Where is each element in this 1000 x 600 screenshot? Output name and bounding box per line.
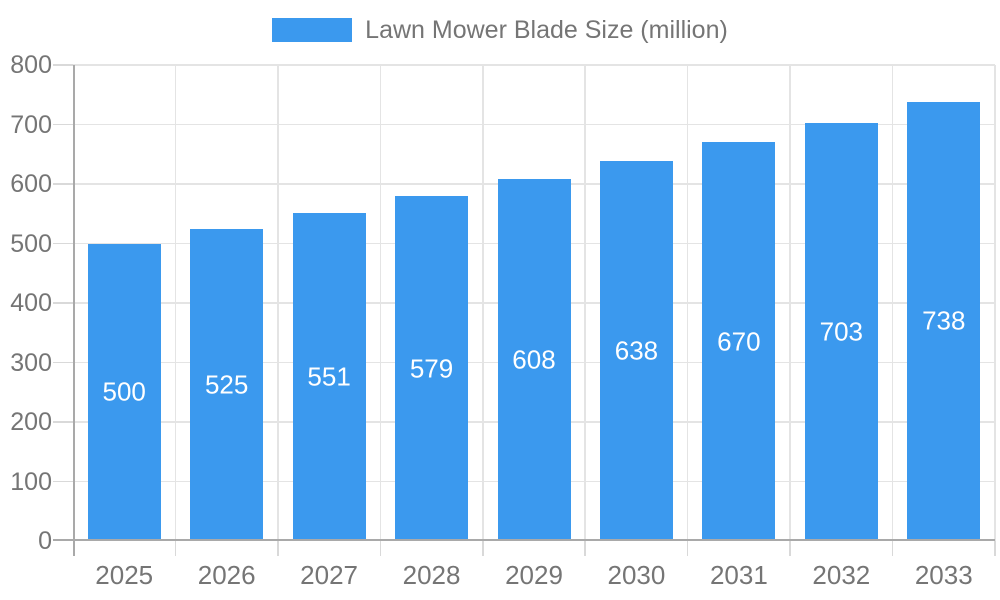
bar: 500 (87, 243, 161, 541)
x-axis-label: 2029 (505, 560, 563, 590)
x-tick (277, 541, 279, 556)
x-axis-label: 2032 (812, 560, 871, 590)
bar-value-label: 579 (409, 353, 454, 384)
x-axis-label: 2033 (914, 560, 973, 590)
x-tick (686, 541, 689, 556)
x-tick (174, 541, 177, 556)
x-axis-label: 2028 (402, 560, 461, 590)
x-gridline (686, 65, 689, 541)
x-axis-label: 2026 (197, 560, 256, 590)
y-tick (53, 242, 73, 245)
bar-value-label: 703 (819, 316, 864, 347)
y-axis-label: 0 (38, 527, 52, 555)
x-tick (891, 541, 894, 556)
bar-value-label: 500 (102, 376, 146, 407)
y-gridline (73, 123, 995, 126)
x-gridline (277, 65, 279, 541)
bar-value-label: 551 (307, 361, 351, 392)
y-gridline (73, 64, 995, 66)
y-axis-label: 800 (10, 51, 52, 79)
bar: 551 (292, 213, 366, 541)
y-axis-label: 500 (10, 229, 52, 258)
y-tick (53, 480, 73, 483)
legend-swatch (272, 18, 353, 42)
legend-label: Lawn Mower Blade Size (million) (365, 16, 728, 44)
x-tick (789, 541, 791, 556)
x-axis-label: 2031 (709, 560, 768, 590)
bar: 638 (599, 161, 673, 541)
x-gridline (482, 65, 484, 541)
bar-value-label: 525 (204, 369, 249, 400)
x-gridline (174, 65, 177, 541)
x-gridline (584, 65, 586, 541)
y-tick (53, 421, 73, 423)
x-tick (584, 541, 586, 556)
x-gridline (891, 65, 894, 541)
bar-value-label: 638 (614, 335, 659, 366)
x-gridline (379, 65, 382, 541)
bar-value-label: 738 (922, 305, 966, 336)
bar-value-label: 608 (512, 344, 556, 375)
x-gridline (789, 65, 791, 541)
y-tick (53, 64, 73, 66)
y-axis-label: 700 (10, 110, 52, 139)
bar: 670 (702, 142, 776, 541)
legend: Lawn Mower Blade Size (million) (0, 17, 1000, 43)
y-axis-line (73, 65, 75, 556)
x-axis-label: 2027 (300, 560, 359, 590)
x-gridline (994, 65, 996, 541)
bar: 579 (395, 196, 469, 541)
x-axis-label: 2025 (95, 560, 154, 590)
y-tick (53, 183, 73, 185)
y-axis-label: 100 (10, 467, 52, 496)
x-axis-label: 2030 (607, 560, 666, 590)
x-tick (482, 541, 484, 556)
bar: 608 (497, 179, 571, 541)
bar: 703 (804, 122, 878, 541)
axis-labels-layer: 0 100 200 300 400 500 600 700 800 2025 2026 2027 202… (10, 51, 995, 590)
bars-layer: 500 525 551 579 608 638 670 703 738 (73, 65, 995, 541)
y-axis-label: 600 (10, 170, 52, 198)
x-axis-line (53, 539, 995, 541)
y-axis-label: 300 (10, 348, 52, 377)
x-tick (994, 541, 996, 556)
plot-area: 500 525 551 579 608 638 670 703 738 0 100 200 300 40… (10, 51, 996, 590)
y-tick (53, 123, 73, 126)
y-tick (53, 302, 73, 304)
y-axis-label: 200 (10, 408, 52, 436)
bar: 738 (907, 101, 981, 541)
axes-layer (53, 65, 995, 556)
bar: 525 (190, 228, 264, 541)
y-tick (53, 361, 73, 364)
x-tick (379, 541, 382, 556)
y-axis-label: 400 (10, 289, 52, 317)
bar-value-label: 670 (717, 326, 761, 357)
